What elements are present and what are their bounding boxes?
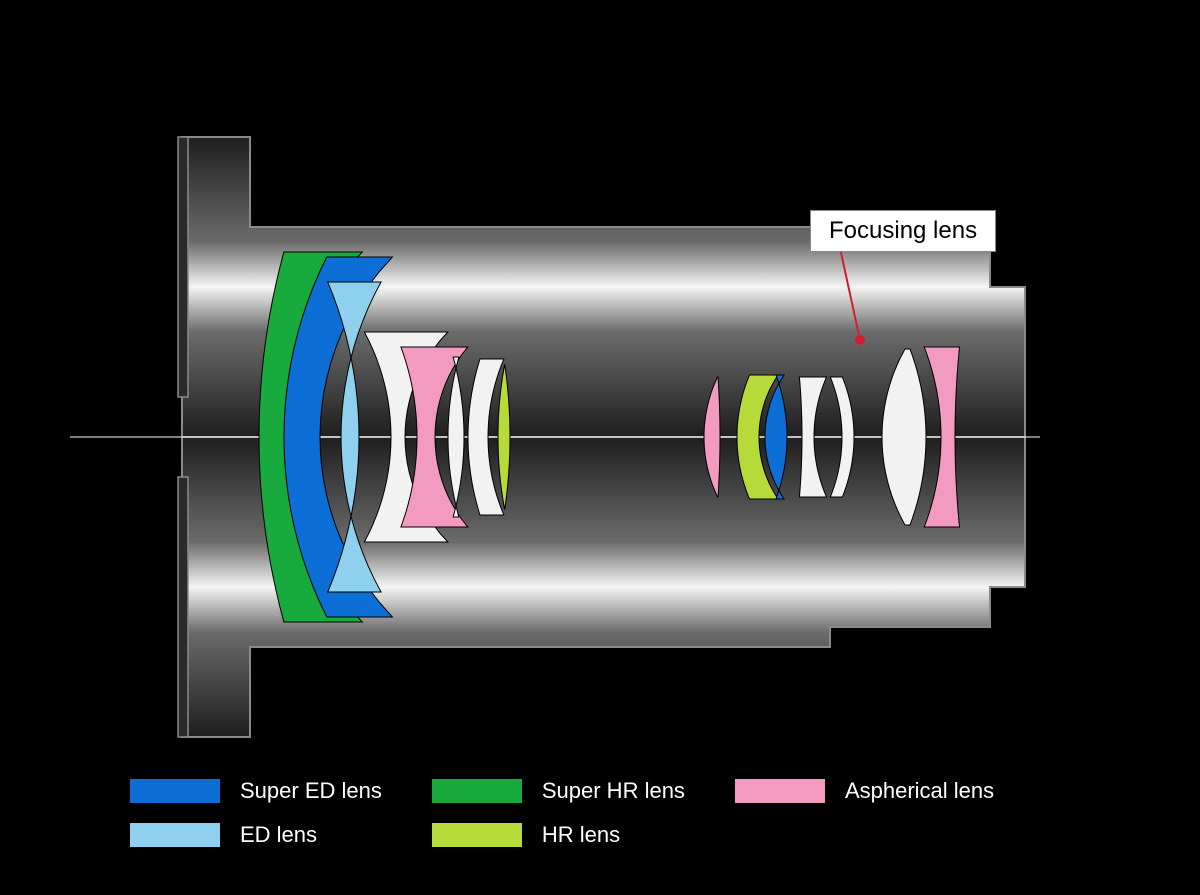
front-flange <box>178 477 188 737</box>
legend-item-super-hr: Super HR lens <box>432 778 685 804</box>
front-flange <box>178 137 188 397</box>
legend-col-2: Super HR lens HR lens <box>432 778 685 848</box>
legend-col-3: Aspherical lens <box>735 778 994 848</box>
swatch-hr <box>432 823 522 847</box>
legend: Super ED lens ED lens Super HR lens HR l… <box>130 778 1130 848</box>
swatch-super-hr <box>432 779 522 803</box>
swatch-ed <box>130 823 220 847</box>
legend-item-hr: HR lens <box>432 822 685 848</box>
legend-item-aspherical: Aspherical lens <box>735 778 994 804</box>
focusing-lens-callout: Focusing lens <box>810 210 996 252</box>
callout-dot <box>855 335 865 345</box>
swatch-aspherical <box>735 779 825 803</box>
legend-label-ed: ED lens <box>240 822 317 848</box>
legend-label-super-ed: Super ED lens <box>240 778 382 804</box>
legend-col-1: Super ED lens ED lens <box>130 778 382 848</box>
diagram-svg <box>0 0 1200 895</box>
legend-item-super-ed: Super ED lens <box>130 778 382 804</box>
legend-item-ed: ED lens <box>130 822 382 848</box>
legend-label-super-hr: Super HR lens <box>542 778 685 804</box>
legend-label-aspherical: Aspherical lens <box>845 778 994 804</box>
swatch-super-ed <box>130 779 220 803</box>
legend-label-hr: HR lens <box>542 822 620 848</box>
lens-diagram-canvas: Focusing lens Super ED lens ED lens Supe… <box>0 0 1200 895</box>
